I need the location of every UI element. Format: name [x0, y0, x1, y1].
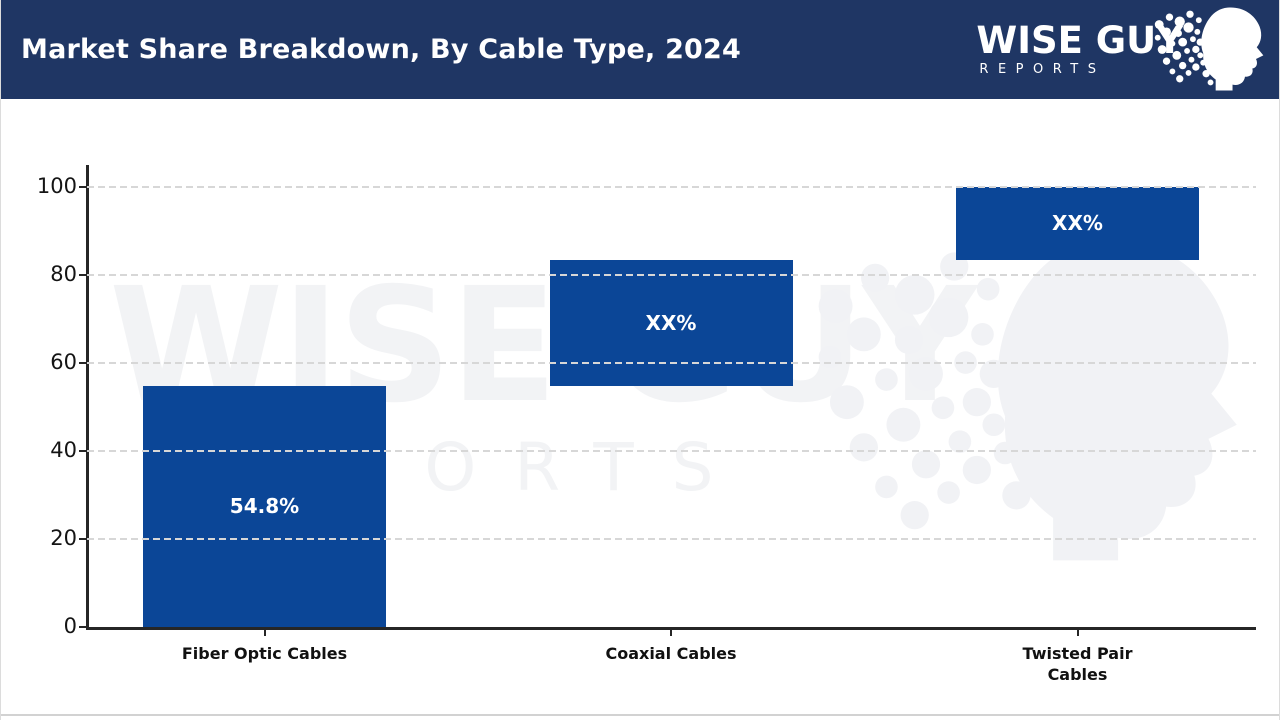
bar-segment: XX% [549, 259, 793, 386]
bottom-rule [1, 714, 1279, 716]
x-category-label: Fiber Optic Cables [135, 644, 395, 665]
x-category-label-line: Fiber Optic Cables [181, 644, 348, 663]
gridline-40 [87, 450, 1256, 452]
y-tick-mark [79, 186, 88, 188]
x-category-label-line: Twisted Pair [1022, 644, 1133, 663]
y-tick-mark [79, 274, 88, 276]
gridline-100 [87, 186, 1256, 188]
x-tick-mark [263, 629, 266, 636]
x-category-label-line: Cables [1047, 664, 1108, 684]
bar-value-label: XX% [1052, 211, 1103, 236]
y-tick-mark [79, 626, 88, 628]
x-category-label-line: Coaxial Cables [605, 644, 737, 663]
y-tick-label: 20 [50, 526, 77, 550]
y-tick-mark [79, 538, 88, 540]
y-tick-mark [79, 450, 88, 452]
y-tick-label: 40 [50, 438, 77, 462]
x-tick-mark [1076, 629, 1079, 636]
x-axis-line [86, 627, 1256, 630]
brand-name: WISE GUY [976, 19, 1183, 62]
y-axis-line [86, 165, 89, 629]
brand-logo-text: WISE GUY REPORTS [976, 22, 1183, 77]
x-category-label: Twisted Pair Cables [948, 644, 1208, 686]
wise-guy-head-icon [1154, 6, 1264, 91]
y-tick-label: 80 [50, 262, 77, 286]
bar-segment: XX% [956, 187, 1199, 260]
x-tick-mark [670, 629, 672, 636]
brand-logo: WISE GUY REPORTS [976, 6, 1271, 92]
y-tick-mark [79, 362, 88, 364]
gridline-60 [87, 362, 1256, 364]
bar-value-label: XX% [645, 310, 697, 335]
gridline-20 [87, 538, 1256, 540]
y-tick-label: 0 [63, 614, 77, 638]
y-tick-label: 100 [36, 174, 77, 198]
y-tick-label: 60 [50, 350, 77, 374]
page-title: Market Share Breakdown, By Cable Type, 2… [21, 34, 742, 65]
bar-segment: 54.8% [143, 385, 386, 627]
brand-subtitle: REPORTS [979, 62, 1106, 77]
header-bar: Market Share Breakdown, By Cable Type, 2… [1, 0, 1279, 99]
gridline-80 [87, 274, 1256, 276]
bar-value-label: 54.8% [229, 494, 300, 519]
x-category-label: Coaxial Cables [541, 644, 801, 665]
